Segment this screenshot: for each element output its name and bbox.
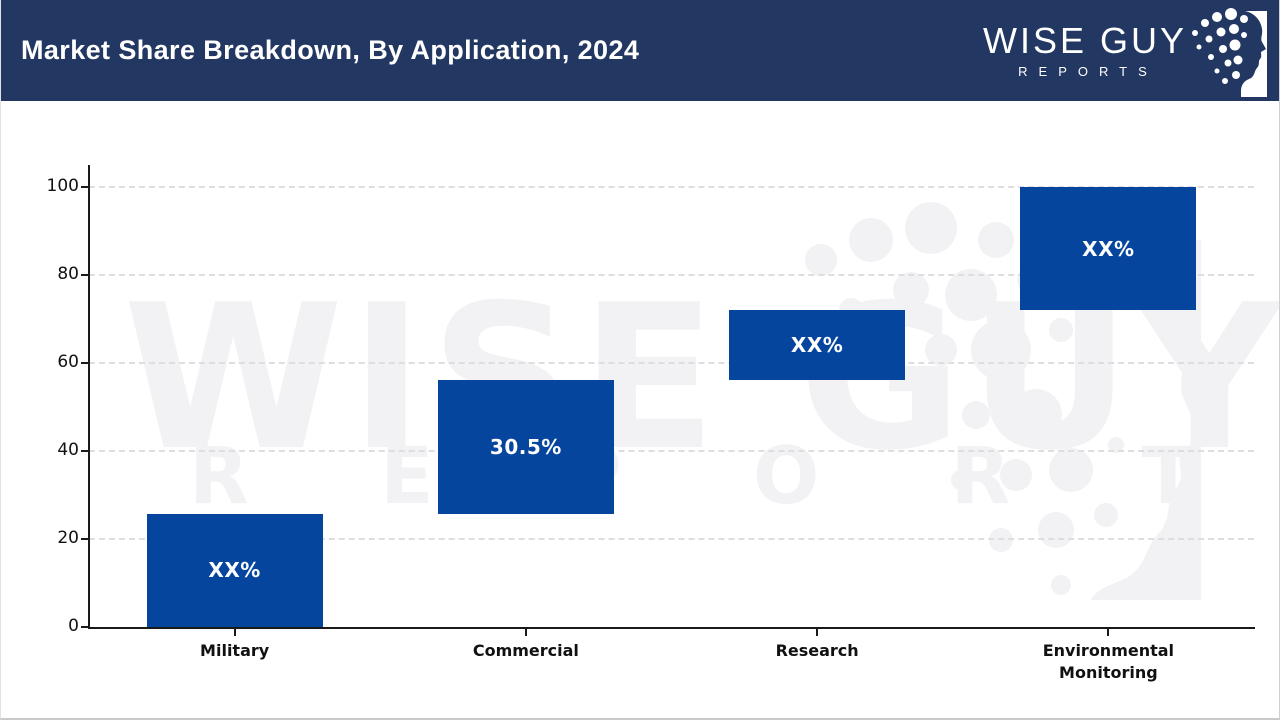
bar-environmental-monitoring: XX% — [1020, 187, 1197, 311]
waterfall-chart: 0 20 40 60 80 100 XX% Military 30.5% Commercial XX… — [1, 101, 1279, 718]
logo-text-reports: REPORTS — [1018, 63, 1158, 79]
gridline-20 — [89, 538, 1254, 540]
y-tick-label-20: 20 — [57, 528, 79, 548]
y-tick-mark-60 — [81, 362, 89, 364]
y-tick-label-60: 60 — [57, 352, 79, 372]
y-tick-label-0: 0 — [68, 616, 79, 636]
y-tick-mark-100 — [81, 186, 89, 188]
gridline-100 — [89, 186, 1254, 188]
logo-text-wise-guy: WISE GUY — [982, 19, 1187, 61]
page-title: Market Share Breakdown, By Application, … — [21, 35, 640, 65]
x-category-label-3: Environmental Monitoring — [1042, 641, 1175, 682]
gridline-80 — [89, 274, 1254, 276]
y-tick-mark-80 — [81, 274, 89, 276]
y-tick-label-80: 80 — [57, 264, 79, 284]
y-tick-label-40: 40 — [57, 440, 79, 460]
bar-value-label: XX% — [790, 332, 844, 357]
y-axis-line — [88, 165, 90, 629]
x-tick-mark-2 — [816, 629, 819, 636]
bar-commercial: 30.5% — [437, 379, 614, 514]
wise-guy-logo: WISE GUY REPORTS — [982, 5, 1279, 97]
header-bar: Market Share Breakdown, By Application, … — [1, 0, 1279, 101]
x-tick-mark-3 — [1107, 629, 1110, 636]
bar-value-label: 30.5% — [489, 434, 562, 459]
bar-value-label: XX% — [1082, 236, 1135, 261]
gridline-40 — [89, 450, 1254, 452]
y-tick-mark-40 — [81, 450, 89, 452]
gridline-60 — [89, 362, 1254, 364]
y-tick-mark-0 — [81, 626, 89, 628]
bar-military: XX% — [146, 513, 323, 627]
logo-face-icon — [1192, 7, 1267, 97]
y-tick-mark-20 — [81, 538, 89, 540]
x-tick-mark-1 — [524, 629, 527, 636]
x-category-label-1: Commercial — [472, 641, 579, 660]
logo-wordmark: WISE GUY REPORTS — [982, 19, 1187, 79]
bar-research: XX% — [729, 310, 906, 380]
y-tick-label-100: 100 — [46, 176, 79, 196]
x-tick-mark-0 — [233, 629, 236, 636]
bar-value-label: XX% — [208, 558, 261, 583]
x-axis-line — [88, 627, 1255, 629]
x-category-label-0: Military — [200, 641, 270, 660]
x-category-label-2: Research — [775, 641, 859, 660]
